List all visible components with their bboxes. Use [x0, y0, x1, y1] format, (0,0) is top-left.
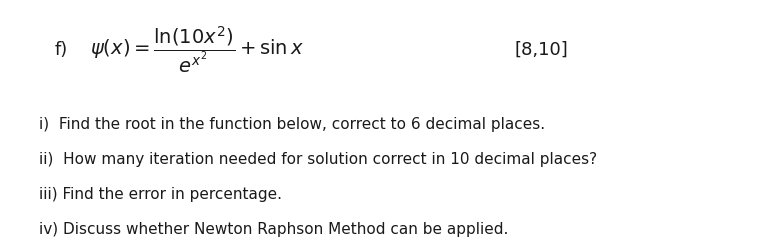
Text: iii) Find the error in percentage.: iii) Find the error in percentage. — [39, 187, 282, 202]
Text: iv) Discuss whether Newton Raphson Method can be applied.: iv) Discuss whether Newton Raphson Metho… — [39, 222, 509, 237]
Text: $\psi(x) = \dfrac{\ln(10x^2)}{e^{x^2}} + \sin x$: $\psi(x) = \dfrac{\ln(10x^2)}{e^{x^2}} +… — [90, 24, 304, 75]
Text: ii)  How many iteration needed for solution correct in 10 decimal places?: ii) How many iteration needed for soluti… — [39, 152, 597, 167]
Text: [8,10]: [8,10] — [515, 41, 569, 59]
Text: f): f) — [55, 41, 68, 59]
Text: i)  Find the root in the function below, correct to 6 decimal places.: i) Find the root in the function below, … — [39, 117, 545, 132]
